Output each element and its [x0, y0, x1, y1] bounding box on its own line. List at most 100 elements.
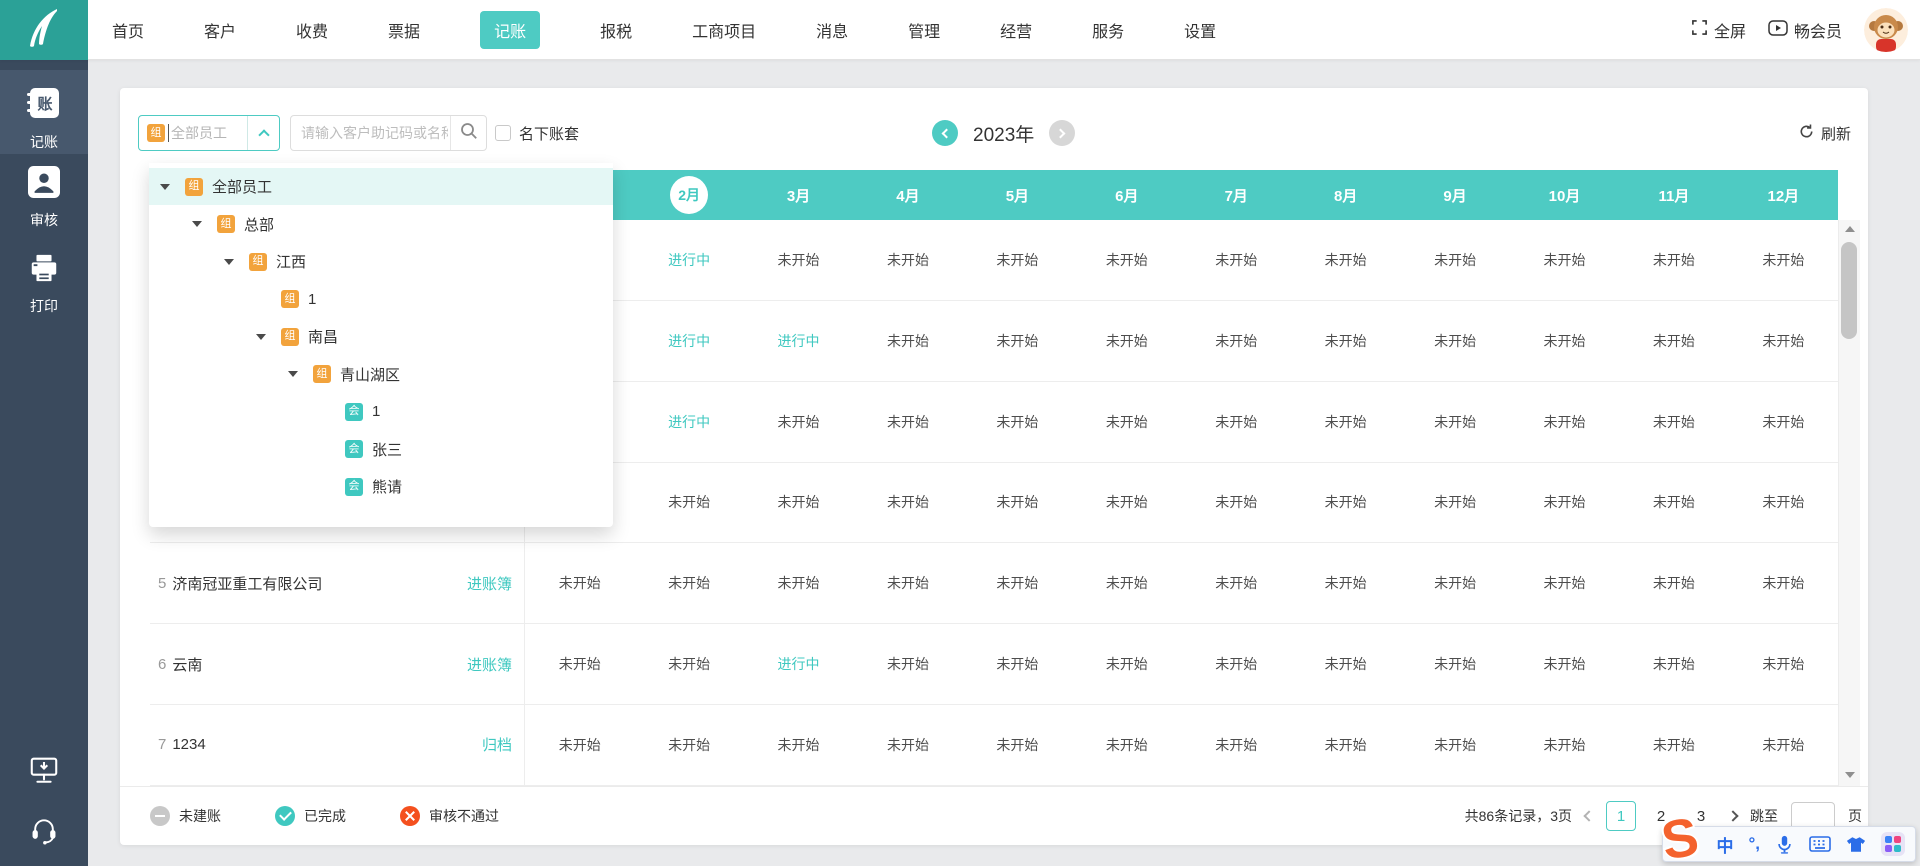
- month-status-cell[interactable]: 未开始: [1291, 624, 1400, 704]
- month-status-cell[interactable]: 进行中: [634, 301, 743, 381]
- month-status-cell[interactable]: 未开始: [1729, 463, 1838, 543]
- page-button[interactable]: 3: [1696, 807, 1706, 825]
- month-status-cell[interactable]: 未开始: [1510, 301, 1619, 381]
- month-status-cell[interactable]: 未开始: [1400, 301, 1509, 381]
- month-status-cell[interactable]: 未开始: [1072, 463, 1181, 543]
- month-status-cell[interactable]: 未开始: [1510, 543, 1619, 623]
- table-scrollbar[interactable]: [1838, 220, 1860, 786]
- month-status-cell[interactable]: 未开始: [963, 543, 1072, 623]
- own-accounts-checkbox[interactable]: [495, 125, 511, 141]
- month-status-cell[interactable]: 未开始: [1510, 220, 1619, 300]
- sogou-ime-logo[interactable]: S: [1657, 806, 1703, 866]
- nav-menu-item[interactable]: 记账: [480, 11, 541, 49]
- month-header-cell[interactable]: 6月: [1115, 187, 1139, 205]
- month-status-cell[interactable]: 未开始: [1291, 463, 1400, 543]
- microphone-icon[interactable]: [1775, 835, 1794, 854]
- month-status-cell[interactable]: 未开始: [1729, 220, 1838, 300]
- month-header-cell[interactable]: 7月: [1224, 187, 1248, 205]
- month-status-cell[interactable]: 未开始: [1619, 705, 1728, 785]
- client-book-link[interactable]: 归档: [481, 737, 512, 755]
- month-status-cell[interactable]: 未开始: [1619, 543, 1728, 623]
- month-status-cell[interactable]: 未开始: [634, 624, 743, 704]
- page-button[interactable]: 1: [1606, 801, 1636, 831]
- month-status-cell[interactable]: 未开始: [1291, 543, 1400, 623]
- month-status-cell[interactable]: 未开始: [853, 382, 962, 462]
- scrollbar-thumb[interactable]: [1841, 242, 1857, 339]
- month-status-cell[interactable]: 未开始: [744, 705, 853, 785]
- month-status-cell[interactable]: 未开始: [1291, 220, 1400, 300]
- tree-item[interactable]: 组总部: [149, 206, 613, 243]
- tree-item[interactable]: 组江西: [149, 243, 613, 280]
- month-status-cell[interactable]: 未开始: [1400, 543, 1509, 623]
- month-status-cell[interactable]: 未开始: [634, 543, 743, 623]
- nav-menu-item[interactable]: 首页: [112, 24, 145, 41]
- tree-item[interactable]: 组青山湖区: [149, 356, 613, 393]
- nav-menu-item[interactable]: 收费: [296, 24, 329, 41]
- month-status-cell[interactable]: 未开始: [634, 463, 743, 543]
- month-status-cell[interactable]: 未开始: [1182, 220, 1291, 300]
- sidebar-item-print[interactable]: 打印: [0, 252, 88, 316]
- month-status-cell[interactable]: 未开始: [1619, 382, 1728, 462]
- tree-item[interactable]: 会张三: [149, 431, 613, 468]
- nav-menu-item[interactable]: 工商项目: [692, 24, 757, 41]
- nav-menu-item[interactable]: 经营: [1000, 24, 1033, 41]
- ime-language-mode[interactable]: 中: [1716, 836, 1734, 856]
- month-status-cell[interactable]: 未开始: [1182, 382, 1291, 462]
- month-status-cell[interactable]: 未开始: [1291, 301, 1400, 381]
- page-button[interactable]: 2: [1656, 807, 1666, 825]
- nav-menu-item[interactable]: 报税: [600, 24, 633, 41]
- fullscreen-button[interactable]: 全屏: [1691, 18, 1746, 42]
- nav-menu-item[interactable]: 消息: [816, 24, 849, 41]
- month-status-cell[interactable]: 未开始: [1400, 382, 1509, 462]
- month-status-cell[interactable]: 未开始: [1400, 463, 1509, 543]
- month-status-cell[interactable]: 未开始: [1182, 463, 1291, 543]
- sidebar-item-bookkeeping[interactable]: 账 记账: [0, 70, 88, 154]
- month-status-cell[interactable]: 未开始: [1510, 382, 1619, 462]
- month-header-cell[interactable]: 4月: [896, 187, 920, 205]
- month-status-cell[interactable]: 未开始: [1072, 382, 1181, 462]
- month-status-cell[interactable]: 未开始: [1510, 705, 1619, 785]
- month-status-cell[interactable]: 未开始: [1729, 624, 1838, 704]
- month-status-cell[interactable]: 未开始: [744, 382, 853, 462]
- month-status-cell[interactable]: 未开始: [853, 463, 962, 543]
- month-status-cell[interactable]: 未开始: [1182, 543, 1291, 623]
- month-status-cell[interactable]: 未开始: [1400, 624, 1509, 704]
- month-status-cell[interactable]: 未开始: [853, 705, 962, 785]
- support-headset-button[interactable]: [0, 815, 88, 850]
- month-status-cell[interactable]: 未开始: [1619, 463, 1728, 543]
- client-cell[interactable]: 7 1234 归档: [150, 705, 525, 785]
- virtual-keyboard-icon[interactable]: [1809, 836, 1831, 852]
- sidebar-item-review[interactable]: 审核: [0, 166, 88, 230]
- month-status-cell[interactable]: 未开始: [1291, 382, 1400, 462]
- prev-page-button[interactable]: [1583, 810, 1595, 822]
- month-status-cell[interactable]: 未开始: [963, 624, 1072, 704]
- member-button[interactable]: 畅会员: [1768, 18, 1842, 42]
- month-status-cell[interactable]: 未开始: [963, 382, 1072, 462]
- refresh-button[interactable]: 刷新: [1798, 115, 1851, 151]
- month-header-cell[interactable]: 10月: [1548, 187, 1581, 205]
- month-status-cell[interactable]: 未开始: [1729, 382, 1838, 462]
- next-page-button[interactable]: [1727, 810, 1739, 822]
- month-status-cell[interactable]: 未开始: [1072, 543, 1181, 623]
- tree-item[interactable]: 会熊请: [149, 468, 613, 505]
- month-status-cell[interactable]: 未开始: [1072, 705, 1181, 785]
- month-header-cell[interactable]: 8月: [1333, 187, 1358, 205]
- skin-shirt-icon[interactable]: [1846, 836, 1866, 853]
- customer-search-input[interactable]: [291, 124, 450, 142]
- client-book-link[interactable]: 进账簿: [466, 656, 512, 674]
- client-cell[interactable]: 6 云南 进账簿: [150, 624, 525, 705]
- month-status-cell[interactable]: 未开始: [634, 705, 743, 785]
- month-status-cell[interactable]: 未开始: [525, 705, 634, 785]
- month-status-cell[interactable]: 未开始: [963, 301, 1072, 381]
- month-status-cell[interactable]: 未开始: [1729, 705, 1838, 785]
- month-status-cell[interactable]: 未开始: [853, 301, 962, 381]
- month-status-cell[interactable]: 未开始: [853, 624, 962, 704]
- avatar[interactable]: [1864, 8, 1908, 52]
- month-status-cell[interactable]: 未开始: [853, 543, 962, 623]
- month-status-cell[interactable]: 未开始: [1182, 705, 1291, 785]
- scroll-down-arrow-icon[interactable]: [1844, 772, 1855, 778]
- nav-menu-item[interactable]: 客户: [204, 24, 237, 41]
- month-status-cell[interactable]: 进行中: [744, 624, 853, 704]
